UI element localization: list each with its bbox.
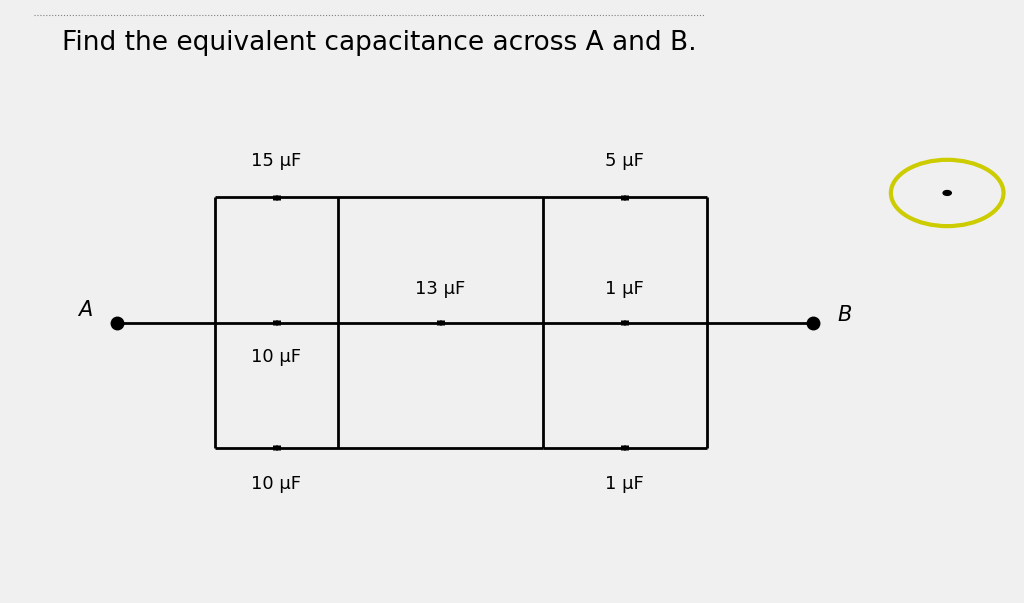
Text: 1 μF: 1 μF bbox=[605, 475, 644, 493]
Text: Find the equivalent capacitance across A and B.: Find the equivalent capacitance across A… bbox=[61, 30, 696, 56]
Text: 15 μF: 15 μF bbox=[251, 152, 302, 170]
Text: 5 μF: 5 μF bbox=[605, 152, 644, 170]
Text: A: A bbox=[78, 300, 92, 320]
Text: 10 μF: 10 μF bbox=[252, 347, 301, 365]
Text: 13 μF: 13 μF bbox=[415, 280, 466, 297]
Text: 1 μF: 1 μF bbox=[605, 280, 644, 297]
Text: 10 μF: 10 μF bbox=[252, 475, 301, 493]
Text: B: B bbox=[838, 305, 852, 325]
